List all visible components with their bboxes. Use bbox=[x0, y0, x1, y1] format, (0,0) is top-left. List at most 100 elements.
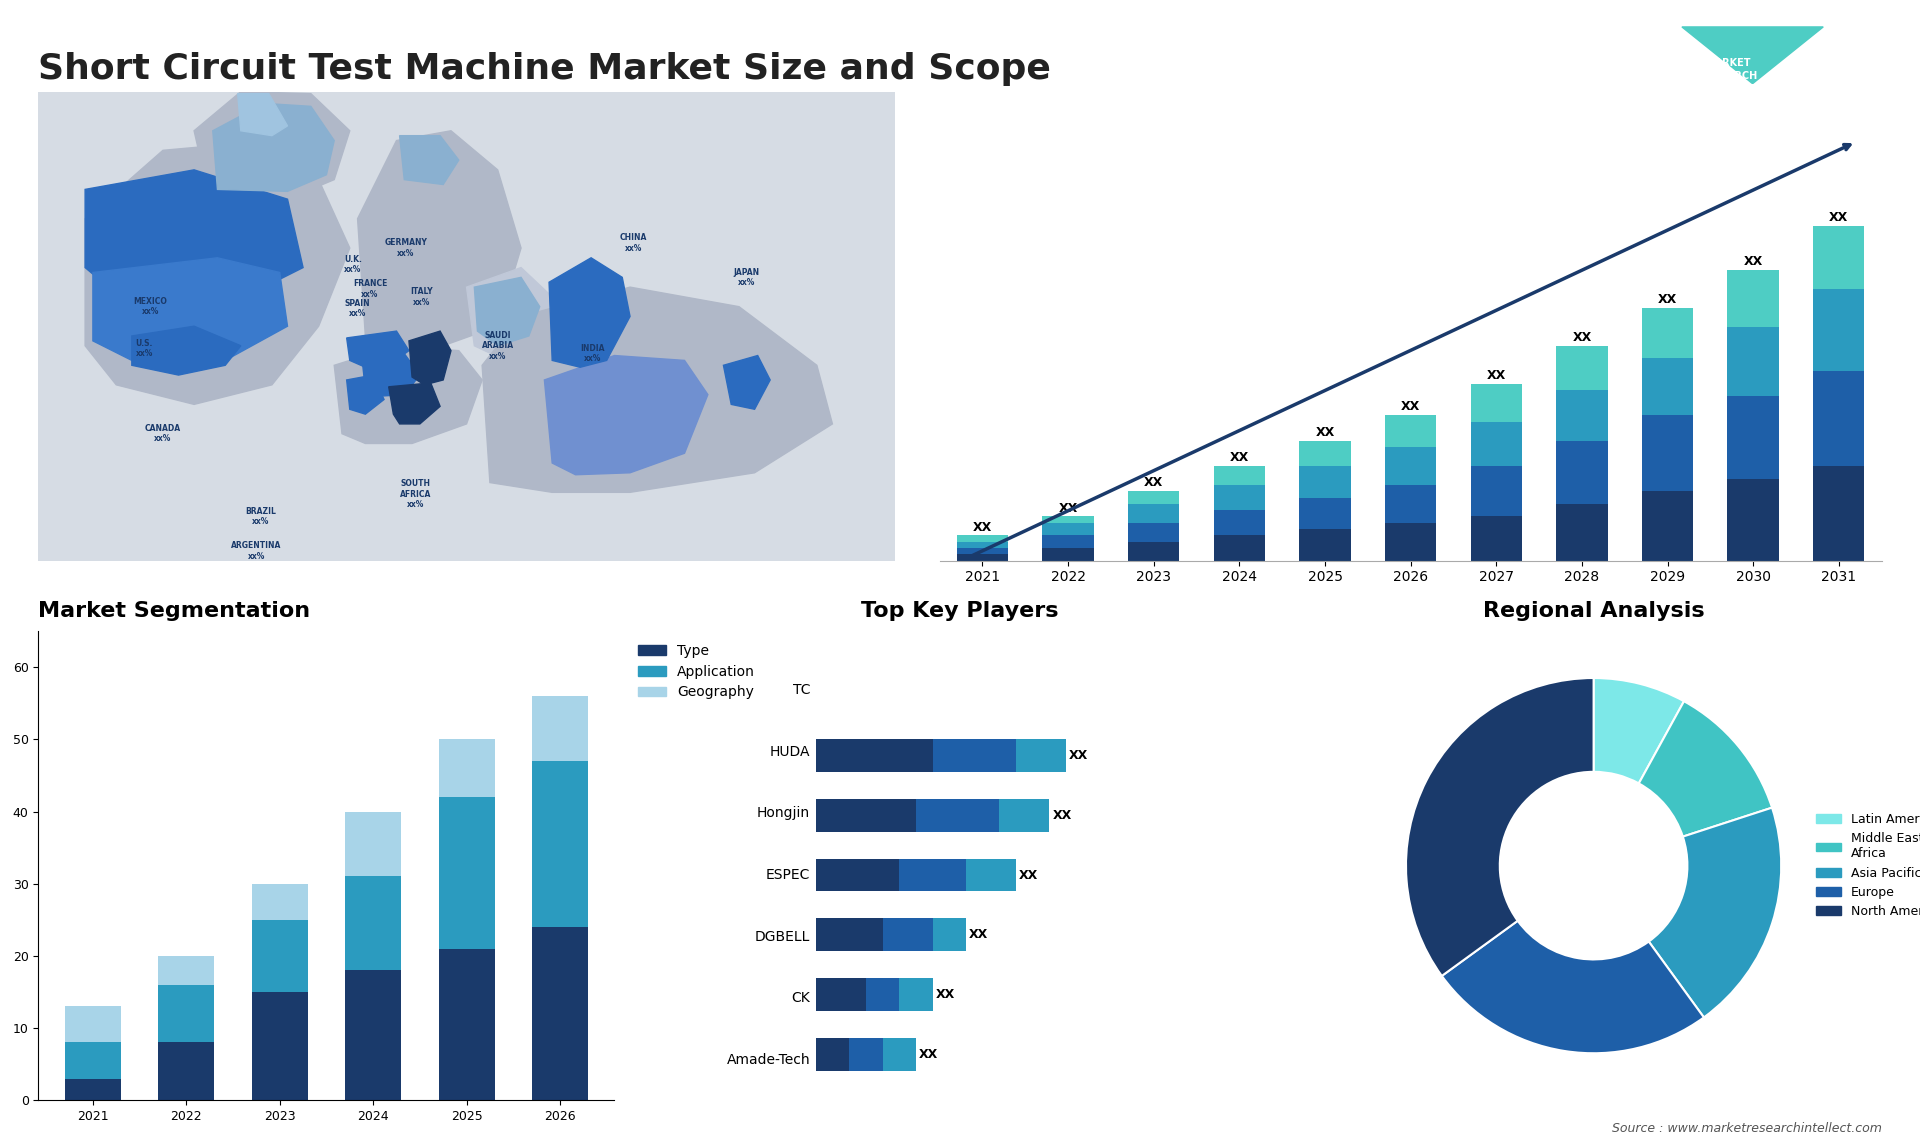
Bar bbox=[1129, 504, 1179, 523]
Polygon shape bbox=[363, 354, 420, 397]
Text: CHINA
xx%: CHINA xx% bbox=[620, 234, 647, 253]
Text: XX: XX bbox=[973, 520, 993, 534]
Wedge shape bbox=[1405, 678, 1594, 976]
Polygon shape bbox=[545, 355, 708, 474]
Bar bbox=[1812, 466, 1864, 560]
Bar bbox=[346, 811, 401, 877]
Text: XX: XX bbox=[1657, 293, 1678, 306]
Text: Source : www.marketresearchintellect.com: Source : www.marketresearchintellect.com bbox=[1611, 1122, 1882, 1135]
Bar bbox=[346, 971, 401, 1100]
Bar bbox=[438, 949, 495, 1100]
Text: GERMANY
xx%: GERMANY xx% bbox=[384, 238, 428, 258]
Polygon shape bbox=[213, 103, 334, 191]
Bar bbox=[1471, 517, 1523, 560]
Text: XX: XX bbox=[1058, 502, 1077, 515]
Text: XX: XX bbox=[1144, 477, 1164, 489]
Bar bbox=[157, 956, 215, 984]
Polygon shape bbox=[467, 267, 553, 360]
Bar bbox=[1043, 523, 1094, 535]
Bar bbox=[532, 761, 588, 927]
Bar bbox=[438, 798, 495, 949]
Bar bbox=[1471, 422, 1523, 466]
Bar bbox=[157, 1043, 215, 1100]
Text: ITALY
xx%: ITALY xx% bbox=[411, 288, 432, 307]
Bar bbox=[1043, 548, 1094, 560]
Bar bbox=[956, 542, 1008, 548]
Text: Market Segmentation: Market Segmentation bbox=[38, 602, 311, 621]
Polygon shape bbox=[92, 258, 288, 360]
Bar bbox=[1384, 485, 1436, 523]
Polygon shape bbox=[238, 94, 288, 135]
Text: XX: XX bbox=[1229, 452, 1250, 464]
Bar bbox=[1043, 535, 1094, 548]
Bar bbox=[956, 555, 1008, 560]
Bar bbox=[956, 535, 1008, 542]
Bar bbox=[1384, 523, 1436, 560]
Text: ARGENTINA
xx%: ARGENTINA xx% bbox=[230, 541, 282, 560]
Bar bbox=[1642, 308, 1693, 359]
Bar bbox=[1213, 485, 1265, 510]
Bar bbox=[252, 884, 307, 920]
Text: SOUTH
AFRICA
xx%: SOUTH AFRICA xx% bbox=[399, 479, 430, 509]
Text: Short Circuit Test Machine Market Size and Scope: Short Circuit Test Machine Market Size a… bbox=[38, 52, 1052, 86]
Bar bbox=[1384, 415, 1436, 447]
Text: XX: XX bbox=[1315, 425, 1334, 439]
Wedge shape bbox=[1442, 920, 1703, 1053]
Bar bbox=[1300, 440, 1350, 466]
Text: XX: XX bbox=[1486, 369, 1505, 382]
Polygon shape bbox=[388, 383, 440, 424]
Bar bbox=[1642, 359, 1693, 415]
Text: XX: XX bbox=[1743, 256, 1763, 268]
Bar bbox=[252, 992, 307, 1100]
Bar bbox=[532, 927, 588, 1100]
Legend: Type, Application, Geography: Type, Application, Geography bbox=[634, 638, 760, 705]
Text: XX: XX bbox=[1402, 400, 1421, 414]
Bar bbox=[1384, 447, 1436, 485]
Text: CANADA
xx%: CANADA xx% bbox=[144, 424, 180, 444]
Bar bbox=[252, 920, 307, 992]
Bar bbox=[65, 1078, 121, 1100]
Bar bbox=[438, 739, 495, 798]
Bar bbox=[1300, 466, 1350, 497]
Bar bbox=[1728, 327, 1778, 397]
Polygon shape bbox=[357, 131, 520, 346]
Text: MEXICO
xx%: MEXICO xx% bbox=[134, 297, 167, 316]
Polygon shape bbox=[84, 170, 303, 307]
Bar bbox=[346, 877, 401, 971]
Bar bbox=[1812, 289, 1864, 371]
Polygon shape bbox=[132, 327, 240, 375]
Text: JAPAN
xx%: JAPAN xx% bbox=[733, 268, 760, 286]
Title: Top Key Players: Top Key Players bbox=[862, 602, 1058, 621]
Text: SAUDI
ARABIA
xx%: SAUDI ARABIA xx% bbox=[482, 331, 515, 361]
Polygon shape bbox=[348, 331, 409, 367]
Polygon shape bbox=[549, 258, 630, 367]
Title: Regional Analysis: Regional Analysis bbox=[1482, 602, 1705, 621]
Bar bbox=[1471, 466, 1523, 517]
Wedge shape bbox=[1649, 808, 1782, 1018]
Bar bbox=[1642, 415, 1693, 492]
Bar bbox=[1129, 492, 1179, 504]
Text: U.K.
xx%: U.K. xx% bbox=[344, 254, 361, 274]
Polygon shape bbox=[1611, 26, 1753, 84]
Text: U.S.
xx%: U.S. xx% bbox=[136, 339, 154, 359]
Polygon shape bbox=[194, 92, 349, 199]
Bar bbox=[1642, 492, 1693, 560]
Bar bbox=[956, 548, 1008, 555]
Bar bbox=[157, 984, 215, 1043]
Text: FRANCE
xx%: FRANCE xx% bbox=[353, 280, 388, 299]
Polygon shape bbox=[84, 141, 349, 405]
Bar bbox=[1557, 346, 1607, 390]
Bar bbox=[1812, 371, 1864, 466]
Text: INDIA
xx%: INDIA xx% bbox=[580, 344, 605, 363]
Polygon shape bbox=[482, 288, 833, 493]
Polygon shape bbox=[724, 355, 770, 409]
Text: XX: XX bbox=[1830, 211, 1849, 223]
Polygon shape bbox=[1682, 26, 1824, 84]
Bar bbox=[1728, 397, 1778, 479]
Text: MARKET
RESEARCH
INTELLECT: MARKET RESEARCH INTELLECT bbox=[1699, 57, 1757, 94]
Bar bbox=[1728, 270, 1778, 327]
Bar bbox=[1557, 440, 1607, 504]
Text: XX: XX bbox=[1572, 331, 1592, 344]
Polygon shape bbox=[474, 277, 540, 346]
Polygon shape bbox=[348, 375, 384, 414]
